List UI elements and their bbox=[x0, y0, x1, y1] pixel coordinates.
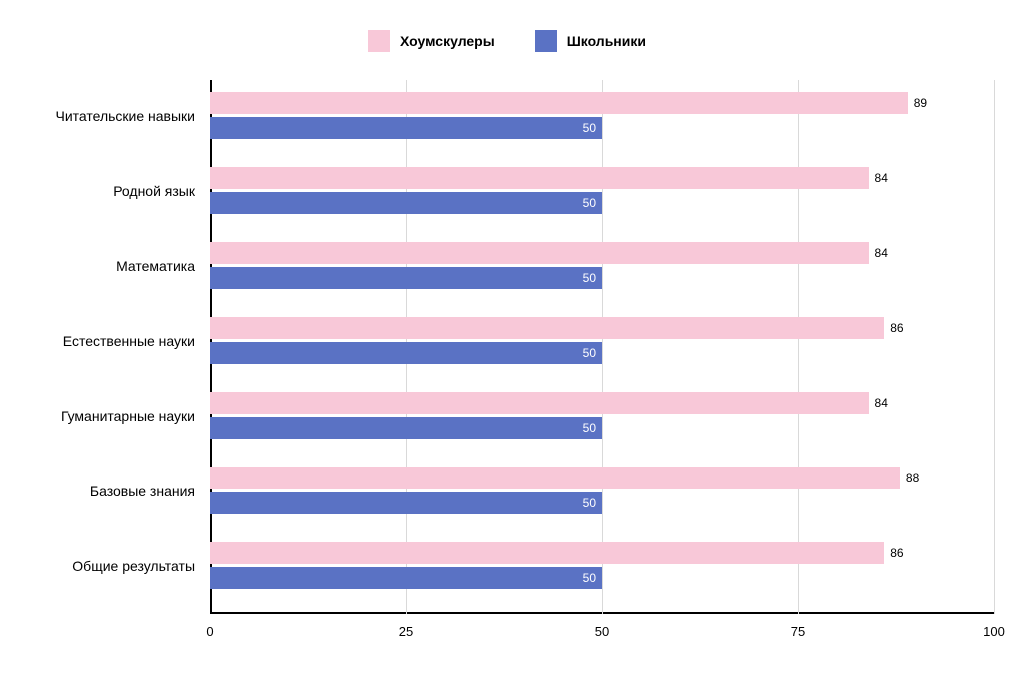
y-category-label: Гуманитарные науки bbox=[61, 408, 210, 424]
bar-value-label: 84 bbox=[869, 396, 888, 410]
bar-value-label: 50 bbox=[583, 271, 596, 285]
bar-homeschoolers: 86 bbox=[210, 542, 884, 564]
plot-area: 0255075100Читательские навыки8950Родной … bbox=[210, 80, 994, 614]
bar-value-label: 50 bbox=[583, 346, 596, 360]
x-tick-label: 0 bbox=[206, 624, 213, 639]
bar-homeschoolers: 84 bbox=[210, 242, 869, 264]
x-tick-label: 50 bbox=[595, 624, 609, 639]
gridline bbox=[798, 80, 799, 614]
legend-swatch bbox=[535, 30, 557, 52]
bar-homeschoolers: 89 bbox=[210, 92, 908, 114]
x-tick-label: 100 bbox=[983, 624, 1005, 639]
y-category-label: Родной язык bbox=[113, 183, 210, 199]
bar-value-label: 50 bbox=[583, 121, 596, 135]
bar-homeschoolers: 84 bbox=[210, 392, 869, 414]
bar-value-label: 84 bbox=[869, 171, 888, 185]
bar-value-label: 86 bbox=[884, 546, 903, 560]
y-category-label: Базовые знания bbox=[90, 483, 210, 499]
gridline bbox=[994, 80, 995, 614]
bar-value-label: 50 bbox=[583, 421, 596, 435]
legend-label: Хоумскулеры bbox=[400, 33, 495, 49]
y-category-label: Математика bbox=[116, 258, 210, 274]
legend: Хоумскулеры Школьники bbox=[20, 30, 994, 52]
legend-swatch bbox=[368, 30, 390, 52]
bar-schoolkids: 50 bbox=[210, 192, 602, 214]
bar-value-label: 50 bbox=[583, 496, 596, 510]
bar-homeschoolers: 86 bbox=[210, 317, 884, 339]
gridline bbox=[602, 80, 603, 614]
bar-schoolkids: 50 bbox=[210, 492, 602, 514]
legend-item-homeschoolers: Хоумскулеры bbox=[368, 30, 495, 52]
legend-label: Школьники bbox=[567, 33, 646, 49]
y-category-label: Естественные науки bbox=[63, 333, 210, 349]
bar-schoolkids: 50 bbox=[210, 417, 602, 439]
x-tick-label: 25 bbox=[399, 624, 413, 639]
bar-value-label: 86 bbox=[884, 321, 903, 335]
bar-value-label: 89 bbox=[908, 96, 927, 110]
bar-value-label: 50 bbox=[583, 571, 596, 585]
bar-schoolkids: 50 bbox=[210, 567, 602, 589]
y-category-label: Общие результаты bbox=[72, 558, 210, 574]
bar-homeschoolers: 88 bbox=[210, 467, 900, 489]
y-category-label: Читательские навыки bbox=[55, 108, 210, 124]
bar-value-label: 84 bbox=[869, 246, 888, 260]
legend-item-schoolkids: Школьники bbox=[535, 30, 646, 52]
bar-schoolkids: 50 bbox=[210, 342, 602, 364]
bar-schoolkids: 50 bbox=[210, 267, 602, 289]
chart-container: Хоумскулеры Школьники 0 25 50 75 100 Читатель… bbox=[0, 0, 1024, 674]
bar-homeschoolers: 84 bbox=[210, 167, 869, 189]
bar-value-label: 88 bbox=[900, 471, 919, 485]
bar-value-label: 50 bbox=[583, 196, 596, 210]
bar-schoolkids: 50 bbox=[210, 117, 602, 139]
x-tick-label: 75 bbox=[791, 624, 805, 639]
